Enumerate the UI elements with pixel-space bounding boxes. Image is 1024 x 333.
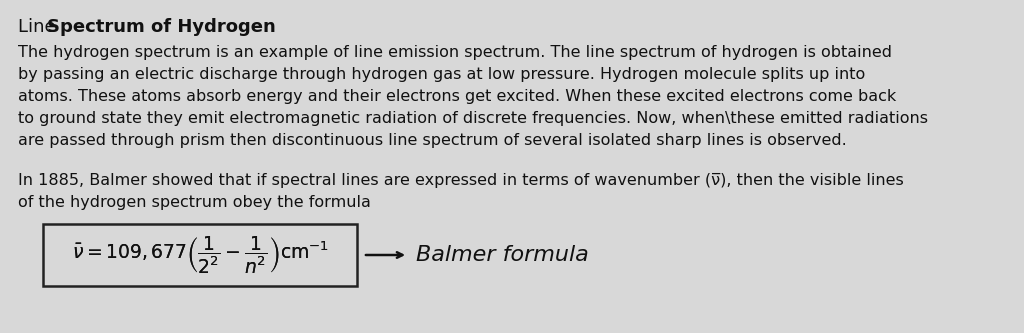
Text: Balmer formula: Balmer formula [416,245,589,265]
Text: $\bar{\nu}=109,677\left(\dfrac{1}{2^2}-\dfrac{1}{n^2}\right)\mathrm{cm}^{-1}$: $\bar{\nu}=109,677\left(\dfrac{1}{2^2}-\… [72,234,329,276]
Text: Line: Line [18,18,61,36]
Text: In 1885, Balmer showed that if spectral lines are expressed in terms of wavenumb: In 1885, Balmer showed that if spectral … [18,173,904,188]
Text: are passed through prism then discontinuous line spectrum of several isolated sh: are passed through prism then discontinu… [18,133,847,148]
Text: by passing an electric discharge through hydrogen gas at low pressure. Hydrogen : by passing an electric discharge through… [18,67,865,82]
Text: of the hydrogen spectrum obey the formula: of the hydrogen spectrum obey the formul… [18,195,371,210]
FancyBboxPatch shape [43,224,357,286]
Text: atoms. These atoms absorb energy and their electrons get excited. When these exc: atoms. These atoms absorb energy and the… [18,89,896,104]
Text: The hydrogen spectrum is an example of line emission spectrum. The line spectrum: The hydrogen spectrum is an example of l… [18,45,892,60]
Text: to ground state they emit electromagnetic radiation of discrete frequencies. Now: to ground state they emit electromagneti… [18,111,928,126]
Text: Spectrum of Hydrogen: Spectrum of Hydrogen [47,18,275,36]
Text: $\bar{\nu}=109,677\left(\dfrac{1}{2^2}-\dfrac{1}{n^2}\right)\mathrm{cm}^{-1}$: $\bar{\nu}=109,677\left(\dfrac{1}{2^2}-\… [72,234,329,276]
